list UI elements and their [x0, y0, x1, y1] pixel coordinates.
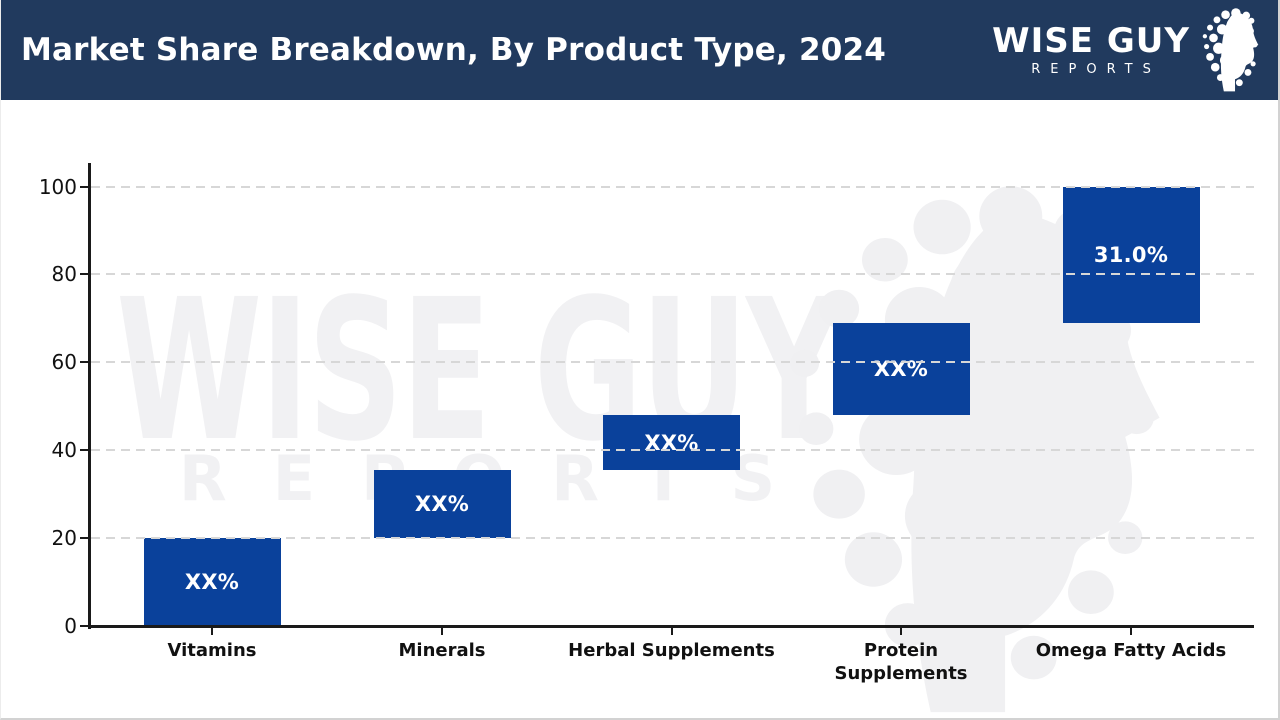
category-label-omega-fatty-acids: Omega Fatty Acids	[1035, 640, 1227, 661]
category-label-herbal-supplements: Herbal Supplements	[568, 640, 775, 661]
bar-minerals: XX%	[373, 470, 511, 539]
y-tick-label-80: 80	[51, 262, 77, 287]
wise-guy-logo: WISE GUY REPORTS	[992, 5, 1260, 95]
category-label-protein-supplements: Protein Supplements	[834, 640, 968, 685]
header-banner: Market Share Breakdown, By Product Type,…	[1, 0, 1278, 100]
y-tick-100	[80, 185, 89, 188]
bar-value-label-omega-fatty-acids: 31.0%	[1093, 242, 1169, 267]
gridline-20	[91, 537, 1254, 540]
gridline-60	[91, 361, 1254, 364]
wise-guy-face-icon	[1198, 5, 1260, 95]
category-label-minerals: Minerals	[398, 640, 486, 661]
gridline-80	[91, 273, 1254, 276]
y-tick-60	[80, 361, 89, 364]
bar-herbal-supplements: XX%	[603, 415, 740, 470]
y-tick-80	[80, 273, 89, 276]
x-tick-vitamins	[211, 628, 213, 635]
y-tick-40	[80, 449, 89, 452]
bar-value-label-vitamins: XX%	[184, 570, 240, 595]
bar-value-label-minerals: XX%	[414, 492, 470, 517]
gridline-40	[91, 449, 1254, 452]
x-axis-line	[88, 625, 1254, 628]
y-tick-20	[80, 537, 89, 540]
x-tick-minerals	[441, 628, 443, 635]
bar-vitamins: XX%	[143, 538, 281, 626]
gridline-100	[91, 185, 1254, 188]
y-tick-label-40: 40	[51, 438, 77, 463]
logo-wordmark-sub: REPORTS	[1031, 61, 1161, 77]
category-label-vitamins: Vitamins	[167, 640, 257, 661]
y-axis-line	[88, 163, 91, 629]
logo-wordmark: WISE GUY REPORTS	[992, 24, 1190, 77]
x-tick-omega-fatty-acids	[1130, 628, 1132, 635]
chart-title: Market Share Breakdown, By Product Type,…	[21, 32, 887, 68]
logo-wordmark-main: WISE GUY	[992, 20, 1190, 61]
x-tick-herbal-supplements	[670, 628, 673, 635]
y-tick-label-60: 60	[51, 350, 77, 375]
bar-protein-supplements: XX%	[832, 322, 970, 416]
y-tick-label-20: 20	[51, 526, 77, 551]
bar-value-label-protein-supplements: XX%	[873, 356, 929, 381]
y-tick-0	[80, 625, 89, 627]
y-tick-label-100: 100	[38, 174, 77, 199]
x-tick-protein-supplements	[900, 628, 902, 635]
bar-omega-fatty-acids: 31.0%	[1062, 186, 1200, 323]
y-tick-label-0: 0	[64, 614, 77, 638]
